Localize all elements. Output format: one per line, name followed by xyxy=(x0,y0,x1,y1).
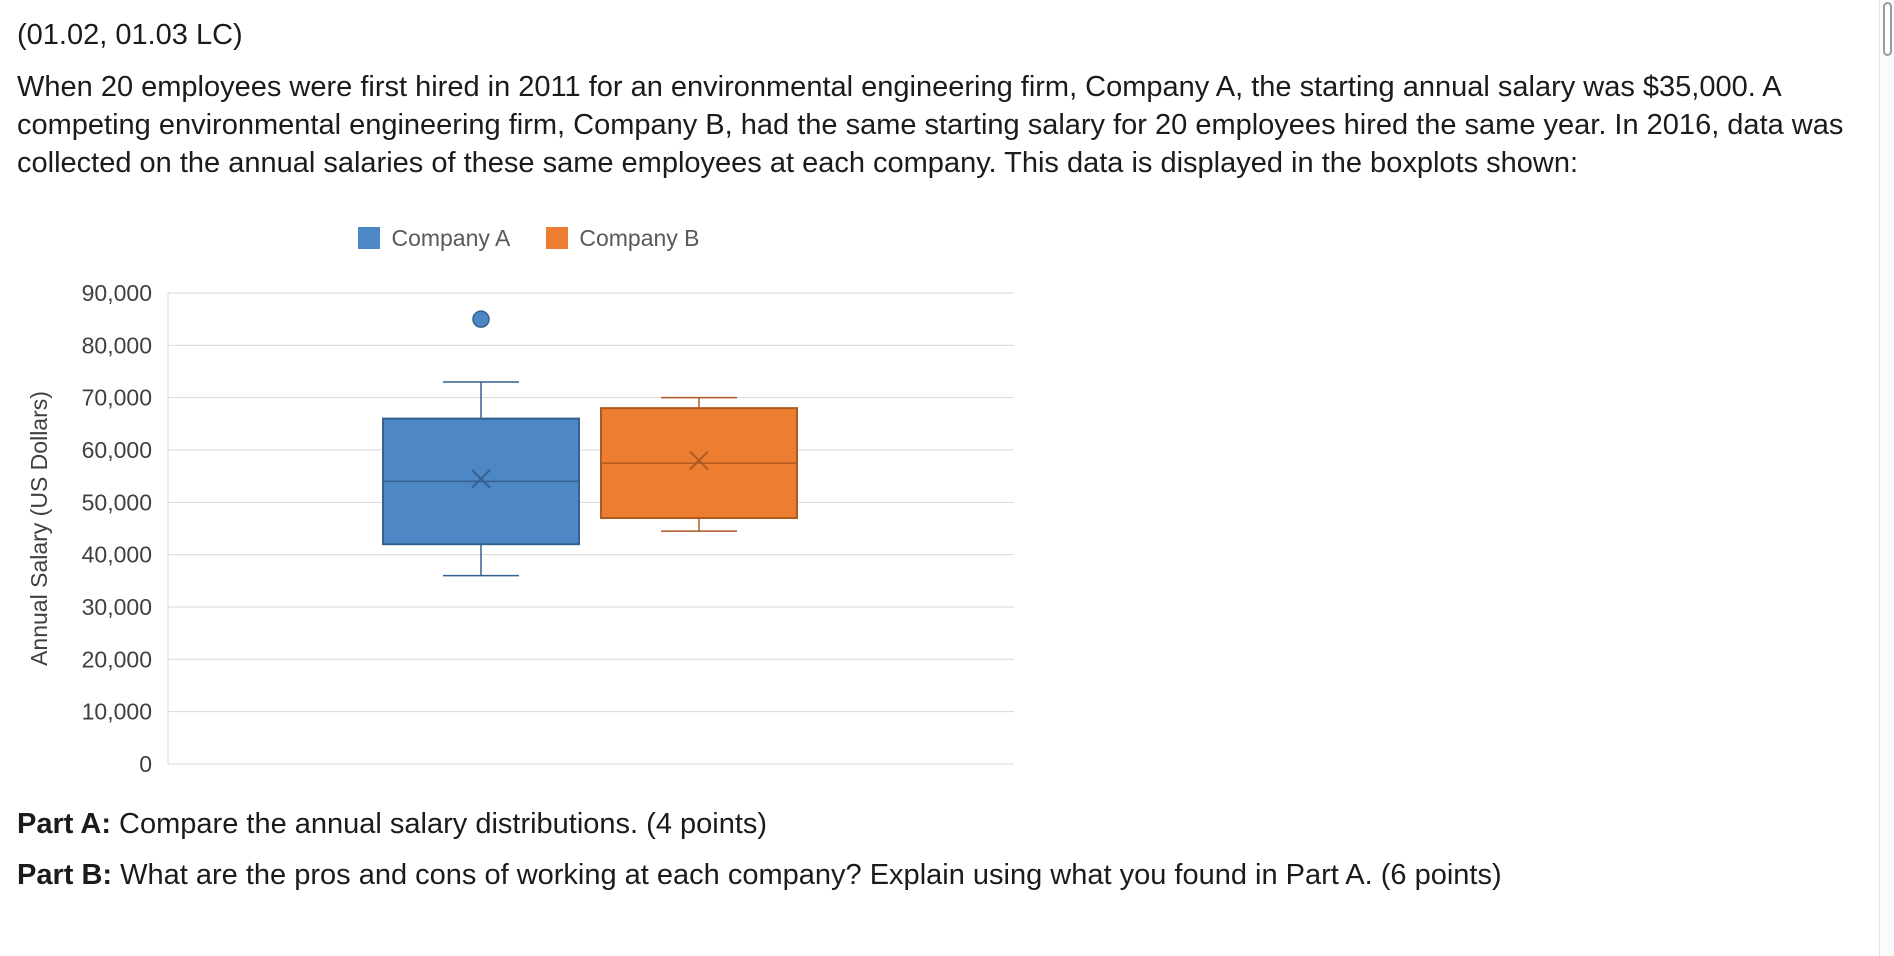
y-tick-label: 80,000 xyxy=(82,332,152,358)
legend-item-company-b: Company B xyxy=(546,224,700,252)
y-tick-label: 40,000 xyxy=(82,542,152,568)
y-tick-label: 50,000 xyxy=(82,489,152,515)
part-a-label: Part A: xyxy=(17,808,111,840)
part-a: Part A: Compare the annual salary distri… xyxy=(17,806,1864,842)
question-text: When 20 employees were first hired in 20… xyxy=(17,71,1844,179)
boxplot-svg: 0 10,000 20,000 30,000 40,000 50,000 60,000 70,… xyxy=(26,280,1014,777)
company-a-swatch-icon xyxy=(358,227,381,249)
question-page: (01.02, 01.03 LC) When 20 employees were… xyxy=(17,19,1864,893)
y-tick-label: 70,000 xyxy=(82,385,152,411)
y-tick-label: 0 xyxy=(139,751,152,777)
y-tick-label: 90,000 xyxy=(82,280,152,306)
legend-label-company-b: Company B xyxy=(579,224,700,251)
scrollbar-track[interactable] xyxy=(1879,0,1894,956)
part-b-text: What are the pros and cons of working at… xyxy=(112,859,1502,891)
company-a-outlier-point xyxy=(472,310,490,328)
y-tick-label: 20,000 xyxy=(82,646,152,672)
company-a-mean-marker xyxy=(471,469,491,489)
company-b-mean-marker xyxy=(689,450,709,471)
part-a-text: Compare the annual salary distributions.… xyxy=(111,808,768,840)
part-b: Part B: What are the pros and cons of wo… xyxy=(17,857,1864,893)
boxplot-chart: Company A Company B 0 10,000 20,000 30,000 4… xyxy=(17,224,1137,780)
company-b-swatch-icon xyxy=(546,227,569,249)
y-axis-title: Annual Salary (US Dollars) xyxy=(26,391,52,666)
part-b-label: Part B: xyxy=(17,859,113,891)
chart-legend: Company A Company B xyxy=(0,224,1089,252)
scrollbar-thumb[interactable] xyxy=(1883,2,1892,56)
legend-label-company-a: Company A xyxy=(391,224,511,251)
y-tick-label: 30,000 xyxy=(82,594,152,620)
y-tick-label: 10,000 xyxy=(82,699,152,725)
standard-code: (01.02, 01.03 LC) xyxy=(17,19,243,51)
y-tick-label: 60,000 xyxy=(82,437,152,463)
legend-item-company-a: Company A xyxy=(358,225,510,252)
question-parts: Part A: Compare the annual salary distri… xyxy=(17,806,1864,893)
